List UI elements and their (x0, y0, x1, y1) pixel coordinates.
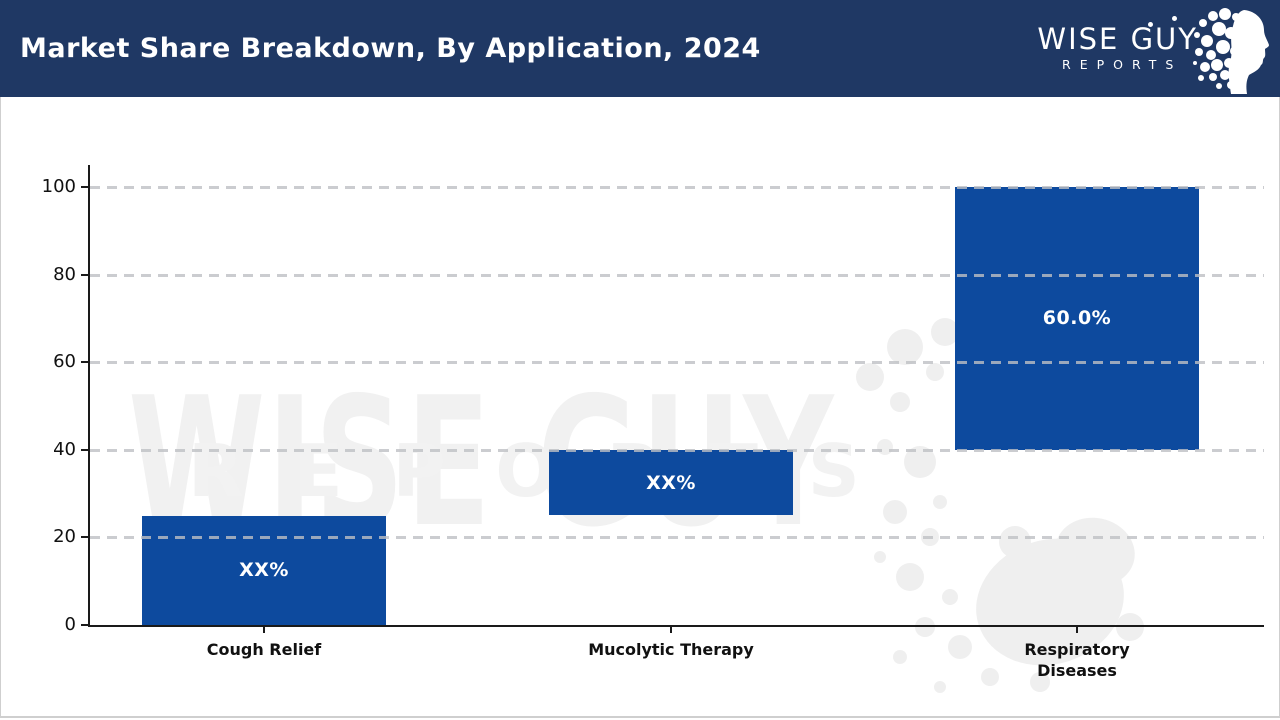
bar-value-label-respiratory-diseases: 60.0% (1042, 307, 1112, 330)
gridline-100 (90, 186, 1264, 189)
logo-dot-accent (1148, 22, 1153, 27)
gridline-80 (90, 273, 1264, 277)
logo-dot-accent (1172, 16, 1177, 21)
y-tick-100 (81, 186, 88, 188)
y-axis-line (88, 165, 90, 627)
y-tick-label-40: 40 (53, 438, 76, 460)
header-bar: Market Share Breakdown, By Application, … (0, 0, 1280, 97)
bar-value-label-cough-relief: XX% (239, 559, 289, 582)
y-tick-20 (81, 536, 88, 539)
dotted-head-icon (1193, 8, 1269, 94)
x-category-label-cough-relief: Cough Relief (206, 640, 322, 659)
x-tick-mucolytic-therapy (670, 627, 672, 633)
x-tick-cough-relief (263, 627, 265, 633)
y-tick-label-0: 0 (64, 614, 76, 635)
x-category-label-mucolytic-therapy: Mucolytic Therapy (588, 640, 754, 659)
gridline-60 (90, 361, 1264, 365)
y-tick-label-100: 100 (41, 176, 76, 197)
gridline-20 (90, 536, 1264, 540)
y-tick-label-80: 80 (53, 263, 76, 285)
y-tick-80 (81, 273, 88, 276)
logo-text: WISE GUY REPORTS (1037, 24, 1198, 74)
page-title: Market Share Breakdown, By Application, … (20, 33, 761, 64)
y-tick-label-20: 20 (53, 526, 76, 548)
x-axis-line (88, 625, 1264, 627)
x-category-label-respiratory-diseases: Respiratory Diseases (1024, 640, 1130, 680)
y-tick-label-60: 60 (53, 351, 76, 373)
bar-mucolytic-therapy: XX% (549, 449, 793, 516)
bar-value-label-mucolytic-therapy: XX% (646, 471, 696, 494)
y-tick-0 (81, 624, 88, 626)
logo-subtitle: REPORTS (1062, 57, 1183, 72)
gridline-40 (90, 448, 1264, 452)
bar-respiratory-diseases: 60.0% (955, 187, 1199, 450)
x-tick-respiratory-diseases (1076, 627, 1078, 633)
bar-cough-relief: XX% (142, 515, 386, 625)
wise-guy-reports-logo: WISE GUY REPORTS (1020, 6, 1270, 94)
y-tick-40 (81, 448, 88, 451)
y-tick-60 (81, 361, 88, 364)
watermark-dotted-head (856, 318, 1144, 693)
logo-wordmark: WISE GUY (1037, 22, 1198, 56)
